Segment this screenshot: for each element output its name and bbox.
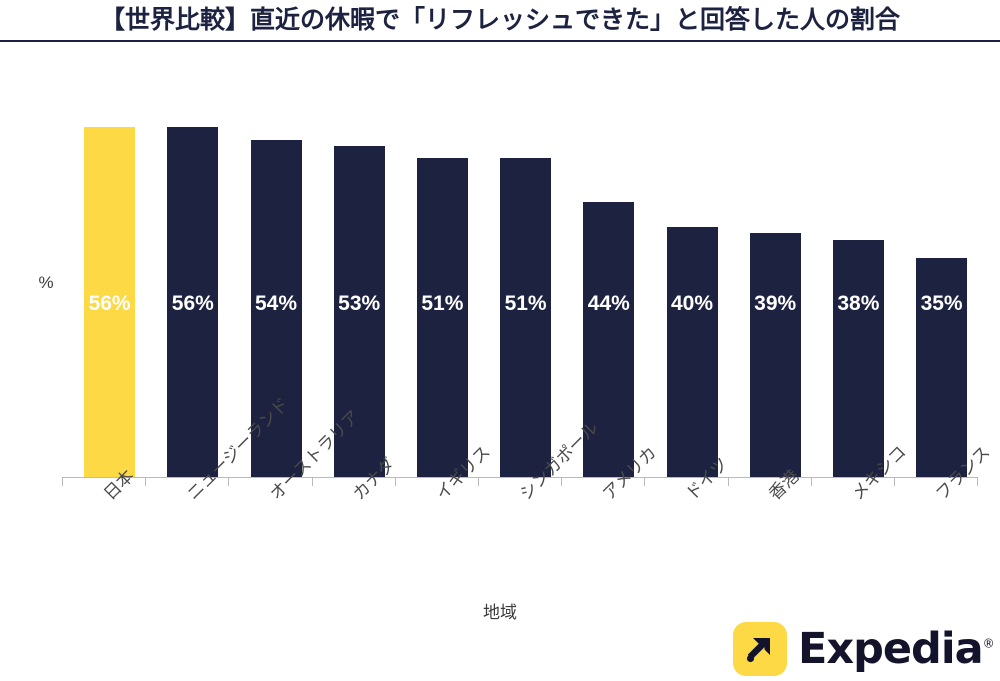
x-axis-tick — [228, 477, 230, 486]
bar-3[interactable]: 54% — [250, 139, 302, 477]
x-axis-tick — [62, 477, 63, 486]
bar-8[interactable]: 40% — [666, 227, 718, 477]
x-axis-tick — [478, 477, 479, 486]
x-axis-tick — [561, 477, 563, 486]
x-axis-label: 地域 — [483, 603, 517, 622]
bar-9[interactable]: 39% — [749, 233, 801, 477]
bar-10[interactable]: 38% — [832, 239, 884, 477]
x-axis-line — [62, 477, 977, 478]
expedia-arrow-icon — [733, 622, 787, 676]
bar-4[interactable]: 53% — [333, 145, 385, 477]
chart-plot-area: % 56% 56% 54% 53% 51% 51% 44% 40% 39% 38% 35% 日本 ニュ… — [0, 42, 1000, 676]
bar-11[interactable]: 35% — [916, 258, 968, 477]
expedia-wordmark-text: Expedia — [798, 623, 984, 674]
x-axis-tick — [311, 477, 313, 486]
bar-value-label: 44% — [587, 292, 630, 315]
bar-value-label: 39% — [754, 292, 797, 315]
bar-value-label: 40% — [670, 292, 714, 315]
x-axis-tick — [894, 477, 895, 486]
expedia-wordmark: Expedia® — [798, 627, 995, 671]
page-title: 【世界比較】直近の休暇で「リフレッシュできた」と回答した人の割合 — [99, 5, 900, 34]
bar-value-label: 56% — [171, 292, 214, 315]
x-axis-tick — [977, 477, 979, 486]
x-axis-tick — [644, 477, 646, 486]
bar-1[interactable]: 56% — [84, 127, 136, 477]
bar-value-label: 51% — [504, 292, 547, 315]
bar-2[interactable]: 56% — [167, 127, 219, 477]
bar-value-label: 56% — [88, 292, 131, 315]
bar-value-label: 51% — [421, 292, 464, 315]
bar-value-label: 38% — [837, 292, 880, 315]
bar-value-label: 35% — [920, 292, 963, 315]
bar-6[interactable]: 51% — [500, 158, 552, 477]
chart-title-bar: 【世界比較】直近の休暇で「リフレッシュできた」と回答した人の割合 — [0, 0, 1000, 42]
bar-7[interactable]: 44% — [583, 202, 635, 477]
registered-mark: ® — [982, 636, 995, 651]
expedia-logo: Expedia® — [733, 622, 995, 676]
x-axis-tick — [727, 477, 729, 486]
x-axis-tick — [394, 477, 396, 486]
bar-value-label: 54% — [254, 292, 298, 315]
x-axis-tick — [810, 477, 812, 486]
bar-5[interactable]: 51% — [416, 158, 468, 477]
bar-value-label: 53% — [338, 292, 381, 315]
y-axis-label: % — [38, 273, 54, 292]
x-axis-tick — [145, 477, 147, 486]
